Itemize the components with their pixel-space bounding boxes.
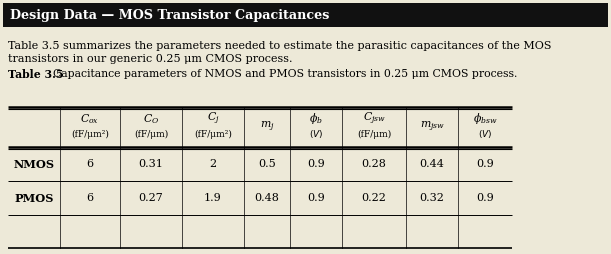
Text: (fF/μm): (fF/μm) xyxy=(134,130,168,139)
Text: 0.28: 0.28 xyxy=(362,159,386,169)
Text: $(V)$: $(V)$ xyxy=(309,128,323,140)
Text: PMOS: PMOS xyxy=(14,193,54,203)
Text: $\phi_b$: $\phi_b$ xyxy=(309,112,323,126)
Text: Table 3.5: Table 3.5 xyxy=(8,69,64,80)
Text: $m_j$: $m_j$ xyxy=(260,120,274,134)
Bar xyxy=(3,3,608,27)
Text: $C_j$: $C_j$ xyxy=(207,111,219,127)
Text: 0.48: 0.48 xyxy=(255,193,279,203)
Text: (fF/μm²): (fF/μm²) xyxy=(71,130,109,139)
Text: 6: 6 xyxy=(86,193,93,203)
Text: Capacitance parameters of NMOS and PMOS transistors in 0.25 μm CMOS process.: Capacitance parameters of NMOS and PMOS … xyxy=(46,69,518,79)
Text: 0.27: 0.27 xyxy=(139,193,163,203)
Text: 0.9: 0.9 xyxy=(307,159,325,169)
Text: $m_{jsw}$: $m_{jsw}$ xyxy=(420,120,444,134)
Text: 0.31: 0.31 xyxy=(139,159,163,169)
Text: $C_{jsw}$: $C_{jsw}$ xyxy=(362,111,386,127)
Text: 0.9: 0.9 xyxy=(307,193,325,203)
Text: 0.5: 0.5 xyxy=(258,159,276,169)
Text: 0.44: 0.44 xyxy=(420,159,444,169)
Text: $C_{ox}$: $C_{ox}$ xyxy=(81,112,100,126)
Text: (fF/μm²): (fF/μm²) xyxy=(194,130,232,139)
Text: 0.22: 0.22 xyxy=(362,193,386,203)
Text: 6: 6 xyxy=(86,159,93,169)
Text: (fF/μm): (fF/μm) xyxy=(357,130,391,139)
Text: 0.32: 0.32 xyxy=(420,193,444,203)
Text: Design Data — MOS Transistor Capacitances: Design Data — MOS Transistor Capacitance… xyxy=(10,8,329,22)
Text: 0.9: 0.9 xyxy=(476,193,494,203)
Text: Table 3.5 summarizes the parameters needed to estimate the parasitic capacitance: Table 3.5 summarizes the parameters need… xyxy=(8,41,552,51)
Text: 2: 2 xyxy=(210,159,216,169)
Text: $(V)$: $(V)$ xyxy=(478,128,492,140)
Text: $C_O$: $C_O$ xyxy=(143,112,159,126)
Text: $\phi_{bsw}$: $\phi_{bsw}$ xyxy=(473,112,497,126)
Text: 1.9: 1.9 xyxy=(204,193,222,203)
Text: transistors in our generic 0.25 μm CMOS process.: transistors in our generic 0.25 μm CMOS … xyxy=(8,54,293,64)
Text: NMOS: NMOS xyxy=(13,158,54,169)
Text: 0.9: 0.9 xyxy=(476,159,494,169)
